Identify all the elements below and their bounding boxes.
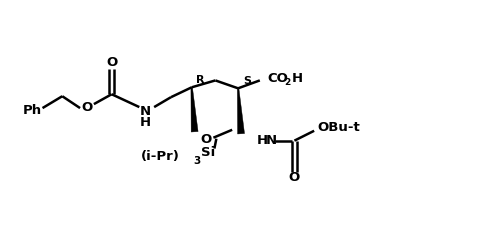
Text: O: O [82, 101, 93, 114]
Text: Ph: Ph [23, 104, 42, 116]
Text: CO: CO [268, 72, 289, 85]
Polygon shape [191, 87, 198, 132]
Text: OBu-t: OBu-t [317, 121, 360, 134]
Text: R: R [196, 75, 205, 85]
Text: H: H [292, 72, 302, 85]
Text: 3: 3 [193, 156, 201, 166]
Text: O: O [201, 133, 212, 146]
Text: O: O [106, 56, 117, 69]
Text: N: N [139, 104, 151, 118]
Text: N: N [266, 134, 277, 147]
Text: H: H [139, 116, 151, 129]
Text: Si: Si [200, 146, 215, 159]
Text: S: S [243, 76, 251, 86]
Polygon shape [237, 88, 245, 134]
Text: (i-Pr): (i-Pr) [141, 150, 180, 163]
Text: H: H [257, 134, 268, 147]
Text: 2: 2 [284, 78, 291, 87]
Text: O: O [289, 171, 300, 184]
